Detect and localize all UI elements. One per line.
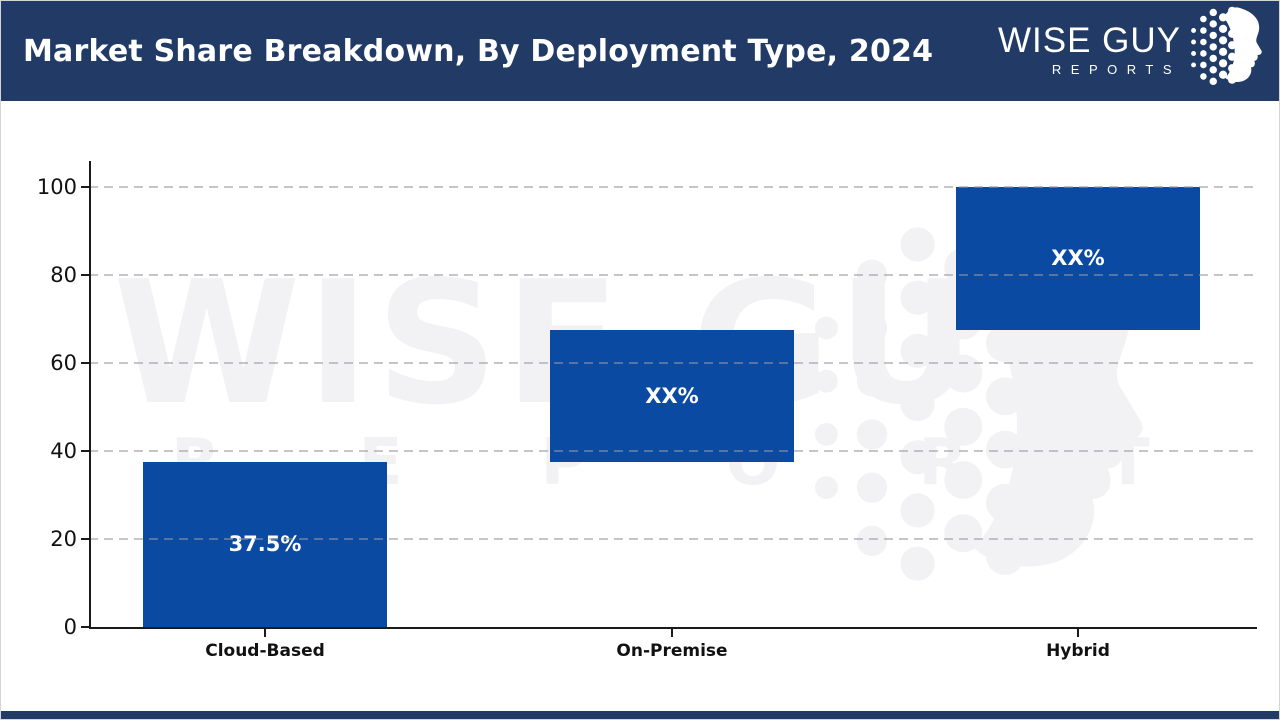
y-tick-label-40: 40	[50, 438, 77, 463]
x-tick-mark-cloud-based	[264, 629, 266, 637]
gridline-20	[89, 537, 1257, 540]
y-tick-mark-20	[81, 537, 89, 540]
y-tick-mark-100	[81, 185, 89, 188]
x-category-label-hybrid: Hybrid	[1046, 641, 1110, 661]
chart-title: Market Share Breakdown, By Deployment Ty…	[23, 33, 934, 69]
gridline-100	[89, 185, 1257, 188]
bar-value-label: 37.5%	[228, 532, 302, 557]
y-tick-mark-60	[81, 361, 89, 364]
y-tick-label-100: 100	[36, 174, 77, 199]
y-tick-label-0: 0	[63, 615, 77, 639]
gridline-80	[89, 273, 1257, 276]
y-tick-mark-0	[81, 626, 89, 628]
y-tick-mark-80	[81, 273, 89, 276]
gridline-60	[89, 361, 1257, 364]
y-tick-label-20: 20	[50, 526, 77, 551]
y-axis-line	[89, 161, 91, 629]
bar-hybrid: XX%	[956, 186, 1200, 330]
logo-subtext: REPORTS	[1051, 61, 1181, 77]
logo-wordmark: WISE GUY	[997, 21, 1181, 60]
bar-cloud-based: 37.5%	[143, 461, 387, 627]
x-category-label-cloud-based: Cloud-Based	[205, 641, 325, 661]
bar-on-premise: XX%	[550, 329, 794, 462]
footer-bar	[1, 711, 1279, 719]
bar-value-label: XX%	[1051, 246, 1105, 271]
y-tick-label-60: 60	[50, 350, 77, 375]
plot-area: WISE GUY R E P O R T S 37.5% XX% XX% 0 20 40…	[1, 101, 1279, 713]
x-category-label-on-premise: On-Premise	[616, 641, 728, 661]
header-bar: Market Share Breakdown, By Deployment Ty…	[1, 1, 1279, 101]
x-axis-line	[89, 627, 1257, 629]
x-tick-mark-hybrid	[1077, 629, 1079, 637]
logo-head-icon	[1191, 6, 1262, 86]
y-tick-mark-40	[81, 449, 89, 452]
gridline-40	[89, 449, 1257, 452]
x-tick-mark-on-premise	[671, 629, 673, 637]
bar-value-label: XX%	[645, 383, 699, 408]
y-tick-label-80: 80	[50, 262, 77, 287]
wiseguy-logo: WISE GUY REPORTS	[998, 1, 1269, 101]
